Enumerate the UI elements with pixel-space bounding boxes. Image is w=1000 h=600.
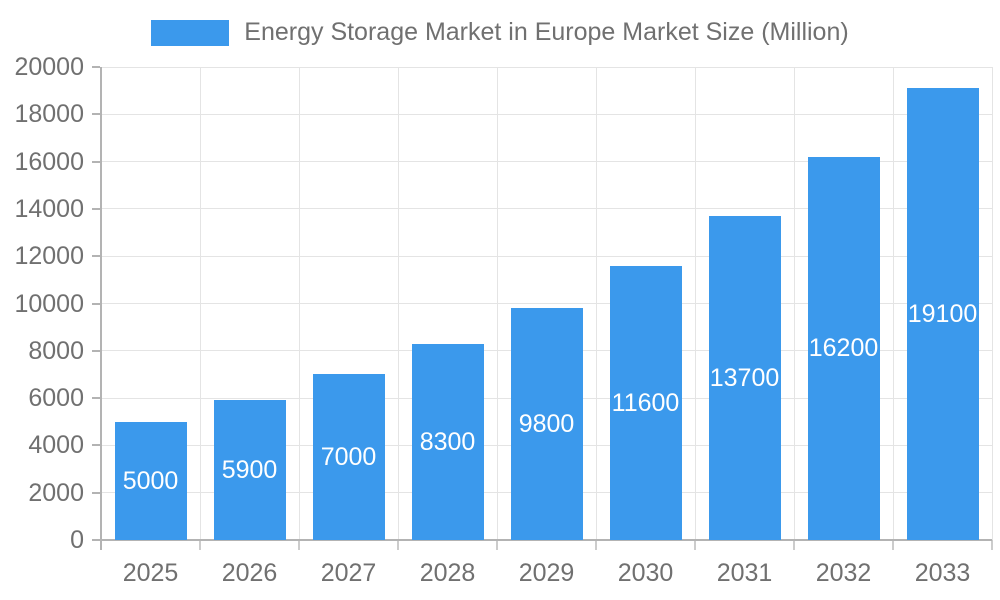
x-axis-label-2029: 2029 (518, 559, 575, 587)
y-axis-label: 18000 (14, 100, 84, 129)
y-axis-label: 4000 (28, 431, 84, 460)
y-axis-tick (92, 491, 100, 494)
y-axis-label: 6000 (28, 384, 84, 413)
x-axis-tick (991, 540, 993, 550)
y-axis-label: 10000 (14, 289, 84, 318)
bar-value-label-2031: 13700 (709, 363, 780, 392)
y-axis-label: 12000 (14, 242, 84, 271)
y-gridline (101, 255, 992, 257)
bar-2031[interactable] (708, 215, 781, 540)
x-axis-label-2026: 2026 (221, 559, 278, 587)
y-axis-label: 2000 (28, 478, 84, 507)
y-axis-tick (92, 255, 100, 258)
bar-2032[interactable] (807, 156, 880, 540)
x-axis-tick (694, 540, 696, 550)
bar-value-label-2027: 7000 (320, 443, 377, 472)
legend: Energy Storage Market in Europe Market S… (0, 18, 1000, 47)
y-axis-label: 16000 (14, 147, 84, 176)
y-gridline (101, 113, 992, 115)
y-axis-tick (92, 113, 100, 116)
bar-2026[interactable] (213, 400, 286, 540)
y-axis-tick (92, 349, 100, 352)
legend-label[interactable]: Energy Storage Market in Europe Market S… (244, 18, 849, 46)
bar-value-label-2025: 5000 (122, 466, 179, 495)
bar-value-label-2029: 9800 (518, 410, 575, 439)
x-axis-label-2030: 2030 (617, 559, 674, 587)
bar-2029[interactable] (510, 308, 583, 540)
bar-2027[interactable] (312, 374, 385, 540)
x-gridline (496, 67, 498, 540)
x-gridline (793, 67, 795, 540)
y-gridline (101, 303, 992, 304)
y-axis-line (100, 67, 102, 550)
x-gridline (595, 67, 597, 540)
bar-value-label-2028: 8300 (419, 427, 476, 456)
x-gridline (694, 67, 696, 540)
y-axis-label: 14000 (14, 194, 84, 223)
y-axis-label: 20000 (14, 53, 84, 81)
x-axis-tick (595, 540, 597, 550)
y-axis-tick (92, 66, 100, 68)
x-axis-label-2027: 2027 (320, 559, 377, 587)
bar-2025[interactable] (114, 421, 187, 540)
y-axis-tick (92, 444, 100, 447)
bar-2033[interactable] (906, 88, 979, 540)
x-axis-tick (496, 540, 498, 550)
y-axis-label: 8000 (28, 336, 84, 365)
x-axis-line (92, 539, 992, 541)
y-axis-tick (92, 160, 100, 163)
bar-value-label-2026: 5900 (221, 456, 278, 485)
x-axis-tick (199, 540, 201, 550)
x-axis-label-2025: 2025 (122, 559, 179, 587)
x-gridline (892, 67, 894, 540)
x-axis-tick (298, 540, 300, 550)
legend-swatch[interactable] (151, 19, 230, 46)
x-axis-label-2033: 2033 (914, 559, 971, 587)
x-gridline (298, 67, 300, 540)
x-axis-tick (397, 540, 399, 550)
x-gridline (991, 67, 993, 540)
y-gridline (101, 208, 992, 210)
x-axis-tick (793, 540, 795, 550)
x-axis-tick (892, 540, 894, 550)
y-axis-label: 0 (70, 526, 84, 554)
y-gridline (101, 66, 992, 68)
y-axis-tick (92, 397, 100, 400)
bar-2030[interactable] (609, 265, 682, 540)
x-axis-label-2028: 2028 (419, 559, 476, 587)
y-gridline (101, 161, 992, 163)
y-axis-tick (92, 302, 100, 305)
x-gridline (397, 67, 399, 540)
x-gridline (199, 67, 201, 540)
bar-value-label-2033: 19100 (907, 300, 978, 329)
y-axis-tick (92, 207, 100, 210)
bar-value-label-2032: 16200 (808, 334, 879, 363)
bar-value-label-2030: 11600 (611, 388, 680, 417)
bar-2028[interactable] (411, 343, 484, 540)
x-axis-label-2032: 2032 (815, 559, 872, 587)
x-axis-label-2031: 2031 (716, 559, 773, 587)
